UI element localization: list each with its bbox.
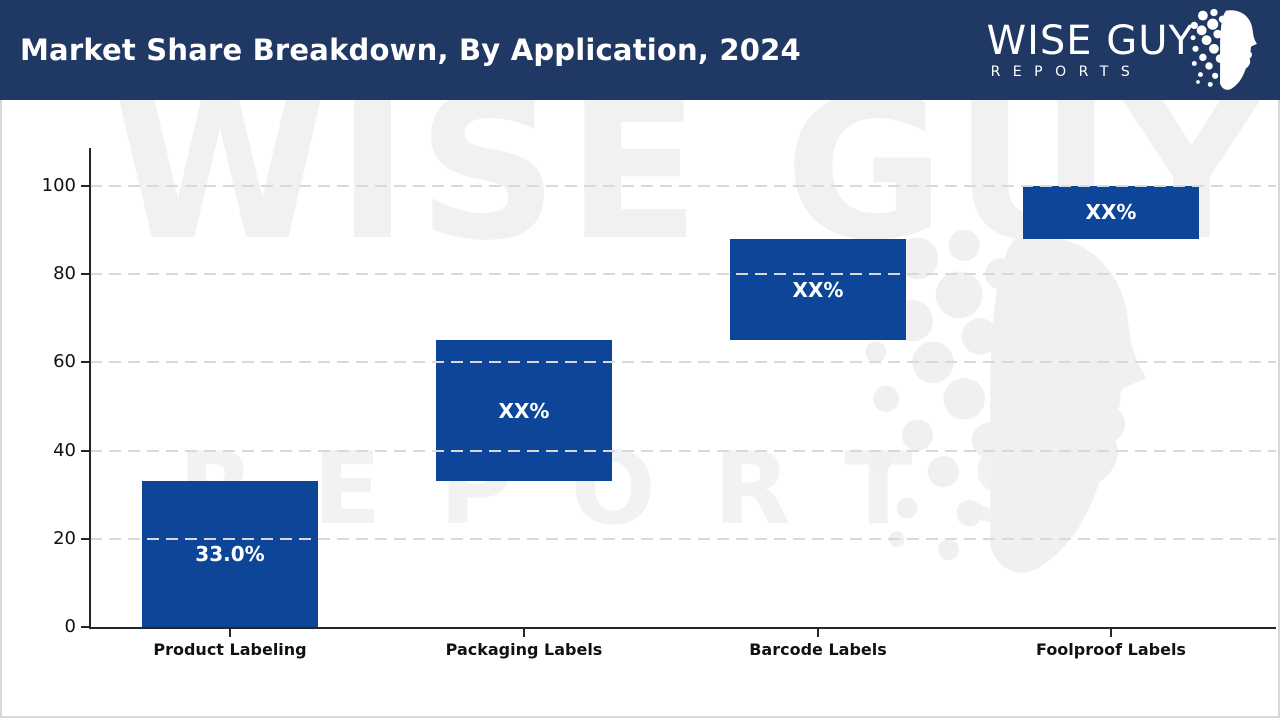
gridline-80 <box>90 273 1276 276</box>
y-tick-label-40: 40 <box>53 439 76 461</box>
y-tick-label-20: 20 <box>53 527 76 549</box>
y-tick-60 <box>81 361 89 364</box>
bar-value-label: XX% <box>1085 200 1137 225</box>
bar-value-label: XX% <box>792 277 844 302</box>
x-category-label-4: Foolproof Labels <box>1036 640 1186 659</box>
bar-segment-4: XX% <box>1023 186 1199 239</box>
y-tick-40 <box>81 449 89 452</box>
wiseguy-logo: WISE GUY REPORTS <box>987 7 1262 93</box>
x-tick-3 <box>817 629 819 637</box>
x-tick-4 <box>1110 629 1112 637</box>
y-tick-label-100: 100 <box>41 175 76 196</box>
gridline-40 <box>90 449 1276 452</box>
x-category-label-3: Barcode Labels <box>749 640 887 659</box>
y-tick-20 <box>81 537 89 540</box>
y-tick-label-0: 0 <box>64 616 76 637</box>
bar-segment-2: XX% <box>436 340 612 482</box>
y-tick-80 <box>81 273 89 276</box>
y-tick-0 <box>81 626 89 628</box>
gridline-20 <box>90 537 1276 540</box>
bar-value-label: 33.0% <box>195 542 265 567</box>
x-tick-2 <box>523 629 525 637</box>
x-category-label-2: Packaging Labels <box>445 640 603 659</box>
x-tick-1 <box>229 629 231 637</box>
y-tick-label-80: 80 <box>53 263 76 285</box>
market-share-chart: WISE GUY REPORTS 33.0% XX% XX% XX% 0 20 40 60 80… <box>0 56 1280 720</box>
gridline-60 <box>90 361 1276 364</box>
logo-brand-text: WISE GUY <box>986 17 1194 64</box>
gridline-100 <box>90 185 1276 187</box>
x-axis <box>89 627 1276 629</box>
page-title: Market Share Breakdown, By Application, … <box>20 33 801 67</box>
bar-segment-3: XX% <box>730 238 906 341</box>
y-axis <box>89 148 91 629</box>
header-bar: Market Share Breakdown, By Application, … <box>0 0 1280 100</box>
y-tick-label-60: 60 <box>53 351 76 373</box>
logo-subtext: REPORTS <box>990 63 1143 80</box>
y-tick-100 <box>81 185 89 187</box>
bar-value-label: XX% <box>498 398 550 423</box>
logo-head-icon <box>1190 8 1257 90</box>
x-category-label-1: Product Labeling <box>153 640 307 659</box>
bar-segment-1: 33.0% <box>142 481 318 627</box>
